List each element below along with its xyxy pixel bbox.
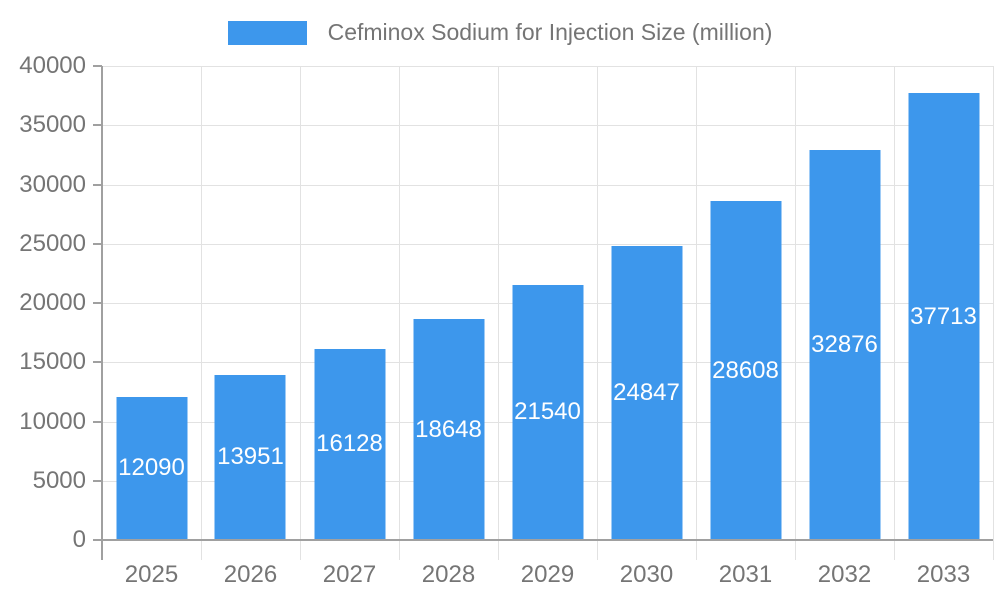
bar-2028[interactable]: 18648: [413, 319, 484, 540]
y-axis-tick-label: 5000: [32, 466, 86, 494]
y-axis-tick: [93, 420, 102, 423]
bar-value-label: 32876: [811, 331, 878, 359]
y-axis-tick: [93, 242, 102, 245]
y-axis-tick-label: 10000: [19, 407, 86, 435]
y-axis-tick: [93, 361, 102, 364]
x-axis-tick-label: 2031: [718, 561, 773, 588]
bar-2026[interactable]: 13951: [214, 374, 286, 540]
bar-2025[interactable]: 12090: [116, 396, 187, 540]
bar-2033[interactable]: 37713: [908, 93, 979, 540]
y-axis-tick-label: 20000: [19, 289, 86, 316]
bar-value-label: 18648: [415, 415, 482, 443]
bar-value-label: 12090: [118, 454, 185, 482]
y-axis-tick: [93, 124, 102, 127]
y-axis-tick-label: 30000: [19, 170, 86, 198]
v-gridline: [993, 66, 994, 560]
v-gridline: [498, 66, 499, 560]
v-gridline: [201, 66, 202, 560]
h-gridline: [102, 66, 993, 67]
bar-value-label: 21540: [514, 398, 581, 426]
bar-value-label: 37713: [910, 302, 977, 330]
bar-2027[interactable]: 16128: [314, 348, 385, 540]
v-gridline: [894, 66, 895, 560]
y-axis-tick-label: 15000: [19, 348, 86, 376]
y-axis-tick-label: 25000: [19, 229, 86, 257]
h-gridline: [102, 243, 993, 245]
x-axis-tick-label: 2029: [520, 561, 575, 588]
legend[interactable]: Cefminox Sodium for Injection Size (mill…: [0, 19, 1000, 46]
y-axis-tick: [93, 65, 102, 67]
x-axis-tick-label: 2027: [322, 561, 377, 588]
v-gridline: [695, 66, 697, 560]
y-axis-tick-label: 40000: [19, 52, 86, 79]
x-axis-tick-label: 2030: [619, 561, 674, 588]
x-axis-tick-label: 2026: [223, 561, 278, 588]
x-axis-tick-label: 2025: [124, 561, 179, 588]
v-gridline: [398, 66, 400, 560]
v-gridline: [300, 66, 301, 560]
bar-value-label: 13951: [217, 443, 284, 471]
y-axis-tick: [93, 539, 102, 541]
v-gridline: [597, 66, 598, 560]
bar-2030[interactable]: 24847: [611, 245, 682, 540]
bar-value-label: 28608: [712, 356, 779, 384]
y-axis-tick-label: 0: [72, 526, 86, 553]
bar-value-label: 16128: [316, 430, 383, 458]
y-axis-labels: 0 5000 10000 15000 20000 25000 30000 35000 40000: [0, 54, 86, 552]
h-gridline: [102, 184, 993, 186]
x-axis-line: [102, 539, 993, 541]
bar-value-label: 24847: [613, 378, 680, 406]
x-axis-tick-label: 2032: [817, 561, 872, 588]
x-axis-tick-label: 2028: [421, 561, 476, 588]
x-axis-tick-label: 2033: [916, 561, 971, 588]
y-axis-tick: [93, 479, 102, 482]
y-axis-tick: [93, 302, 102, 304]
bar-2032[interactable]: 32876: [809, 150, 880, 540]
h-gridline: [102, 125, 993, 127]
v-gridline: [795, 66, 796, 560]
y-axis-line: [101, 66, 103, 560]
legend-label: Cefminox Sodium for Injection Size (mill…: [327, 19, 773, 45]
bar-2029[interactable]: 21540: [512, 284, 583, 540]
legend-swatch-icon: [227, 20, 307, 45]
x-axis-labels: 2025 2026 2027 2028 2029 2030 2031 2032 2033: [102, 563, 993, 593]
plot-area: 12090 13951 16128 18648 21540 24847 28608 32876…: [93, 65, 994, 560]
y-axis-tick-label: 35000: [19, 111, 86, 139]
y-axis-tick: [93, 183, 102, 186]
bar-2031[interactable]: 28608: [710, 201, 781, 540]
